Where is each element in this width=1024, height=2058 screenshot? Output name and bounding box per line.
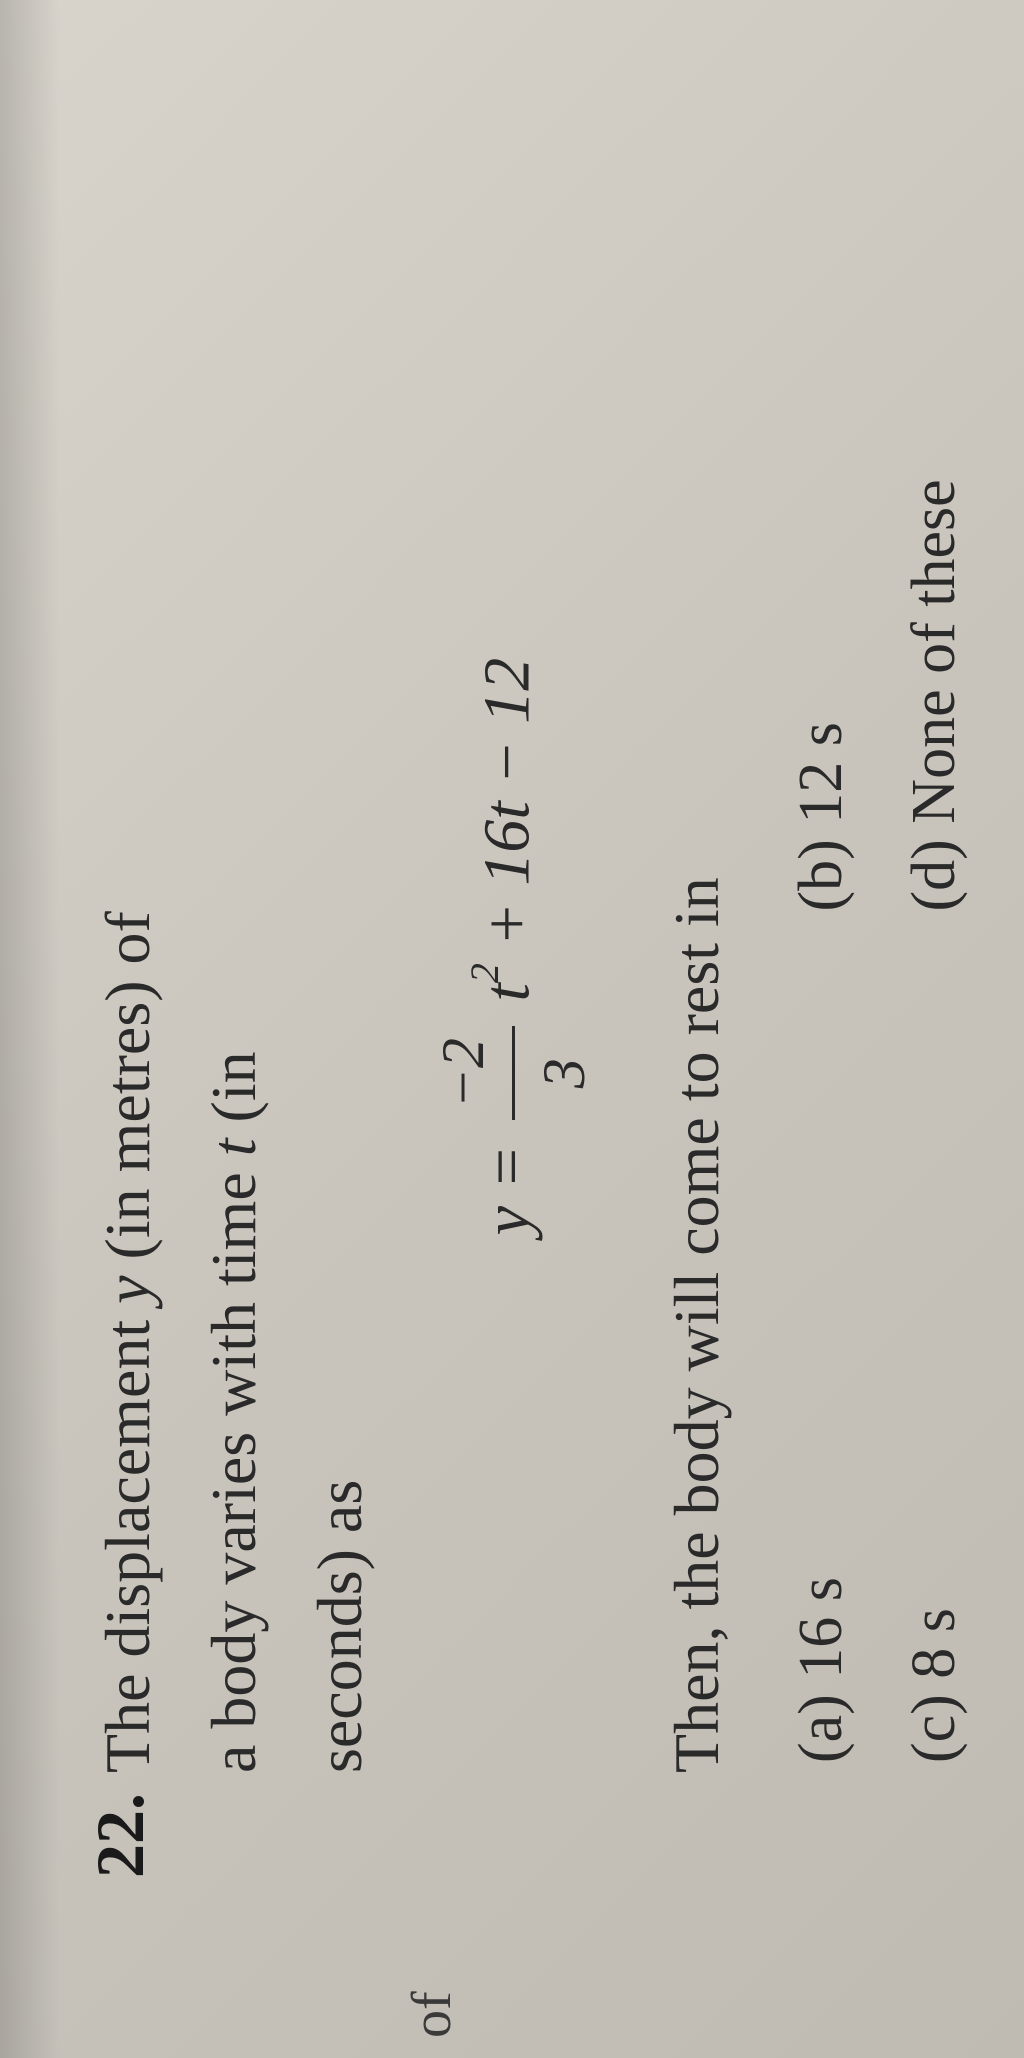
equation-term3: − 12 [471,658,544,802]
variable-y: y [92,1275,163,1303]
question-body: The displacement y (in metres) of a body… [80,120,981,1773]
option-c: (c) 8 s [888,972,981,1764]
option-d: (d) None of these [888,120,981,912]
text-segment: (in [198,1051,269,1138]
equation-lhs: y [471,1206,544,1235]
page-content: of 22. The displacement y (in metres) of… [0,0,1024,2058]
question-line-2: a body varies with time t (in [186,120,282,1773]
question-container: 22. The displacement y (in metres) of a … [80,120,981,1878]
fraction-denominator: 3 [515,1026,609,1121]
question-prompt: Then, the body will come to rest in [649,120,745,1773]
option-a: (a) 16 s [775,972,868,1764]
text-segment: (in metres) of [92,911,163,1275]
margin-fragment: of [400,1991,464,2038]
fraction-numerator: −2 [418,1026,515,1121]
options-grid: (a) 16 s (b) 12 s (c) 8 s (d) None of th… [775,120,981,1763]
question-line-3: seconds) as [292,120,388,1773]
equation-exponent: 2 [462,963,507,983]
equation-fraction: −23 [418,1026,609,1121]
equation-term2: + 16 [471,820,544,964]
option-b: (b) 12 s [775,120,868,912]
variable-t: t [198,1138,269,1156]
question-line-1: The displacement y (in metres) of [80,120,176,1773]
equation: y = −23 t2 + 16t − 12 [418,120,609,1773]
equation-equals: = [471,1128,544,1206]
page-shadow [0,0,60,2058]
equation-t-var: t [471,983,544,1018]
text-segment: a body varies with time [198,1156,269,1773]
text-segment: The displacement [92,1304,163,1773]
question-number: 22. [80,1793,162,1878]
equation-t-var-2: t [471,801,544,819]
